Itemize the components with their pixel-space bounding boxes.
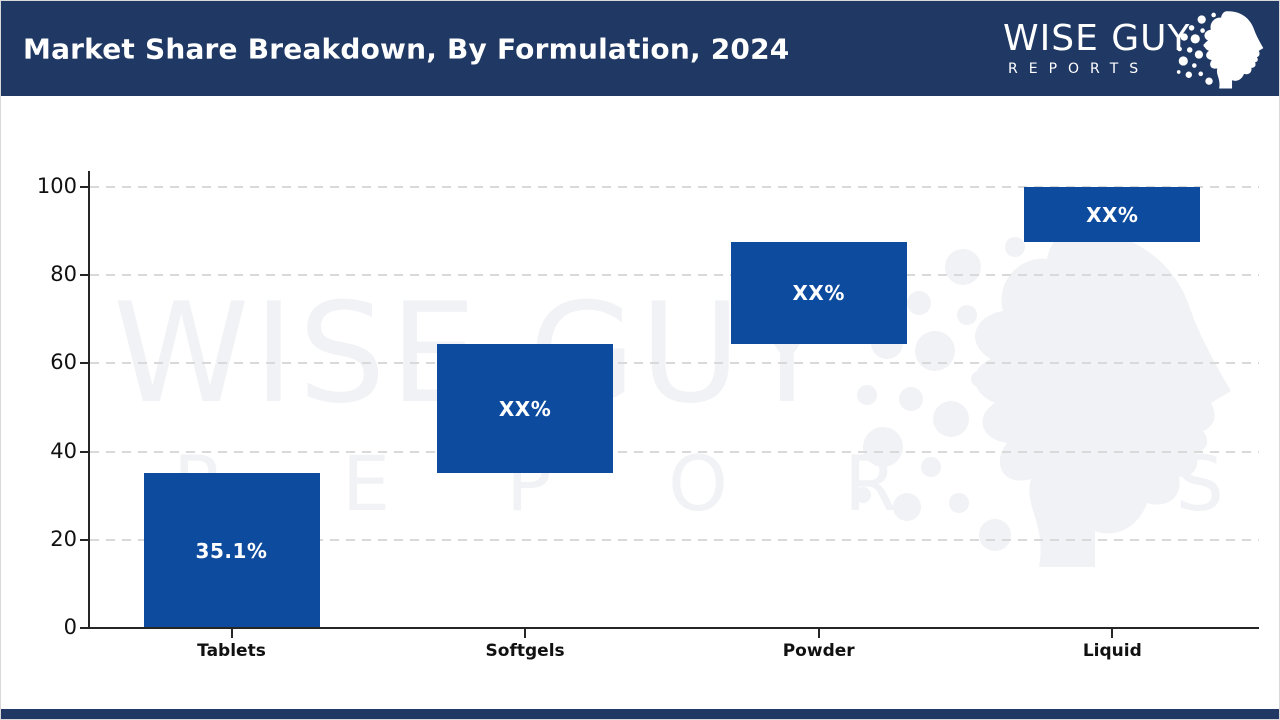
x-axis-line: [88, 627, 1259, 629]
y-tick-label-80: 80: [50, 262, 77, 287]
bar-value-label-liquid: XX%: [1086, 202, 1139, 227]
y-tick-label-20: 20: [50, 526, 77, 551]
y-axis-line: [88, 171, 90, 629]
y-tick-mark-100: [80, 186, 89, 188]
footer-bar: [1, 709, 1279, 719]
x-tick-mark-softgels: [524, 629, 527, 638]
gridline-80: [90, 274, 1259, 277]
y-tick-label-100: 100: [36, 174, 77, 198]
category-label-tablets: Tablets: [197, 641, 266, 661]
brand-logo: WISE GUY REPORTS: [1003, 7, 1267, 91]
y-tick-mark-20: [80, 538, 89, 541]
gridline-40: [90, 450, 1259, 453]
gridline-60: [90, 362, 1259, 365]
brand-name: WISE GUY: [1003, 18, 1191, 59]
bar-value-label-powder: XX%: [792, 281, 845, 306]
x-tick-mark-tablets: [230, 629, 233, 638]
y-tick-mark-80: [80, 274, 89, 277]
bar-value-label-tablets: 35.1%: [195, 538, 268, 563]
bar-softgels: XX%: [437, 343, 614, 474]
bar-powder: XX%: [730, 242, 907, 344]
y-tick-label-40: 40: [50, 438, 77, 463]
gridline-100: [90, 186, 1259, 188]
brand-logo-text: WISE GUY REPORTS: [1003, 18, 1191, 78]
y-tick-label-60: 60: [50, 350, 77, 375]
x-tick-mark-liquid: [1111, 629, 1114, 638]
category-label-softgels: Softgels: [485, 641, 565, 661]
x-tick-mark-powder: [817, 629, 820, 638]
category-label-liquid: Liquid: [1082, 641, 1142, 661]
bar-liquid: XX%: [1024, 187, 1201, 243]
y-tick-label-0: 0: [63, 615, 77, 639]
y-tick-mark-60: [80, 362, 89, 365]
brand-subname: REPORTS: [1008, 61, 1150, 77]
bar-tablets: 35.1%: [143, 473, 320, 628]
category-label-powder: Powder: [782, 641, 855, 661]
y-tick-mark-0: [80, 627, 89, 629]
bar-value-label-softgels: XX%: [498, 396, 552, 421]
y-tick-mark-40: [80, 450, 89, 453]
header-bar: Market Share Breakdown, By Formulation, …: [1, 1, 1279, 96]
page-title: Market Share Breakdown, By Formulation, …: [23, 32, 790, 65]
brand-head-icon: [1176, 11, 1264, 89]
gridline-20: [90, 538, 1259, 541]
